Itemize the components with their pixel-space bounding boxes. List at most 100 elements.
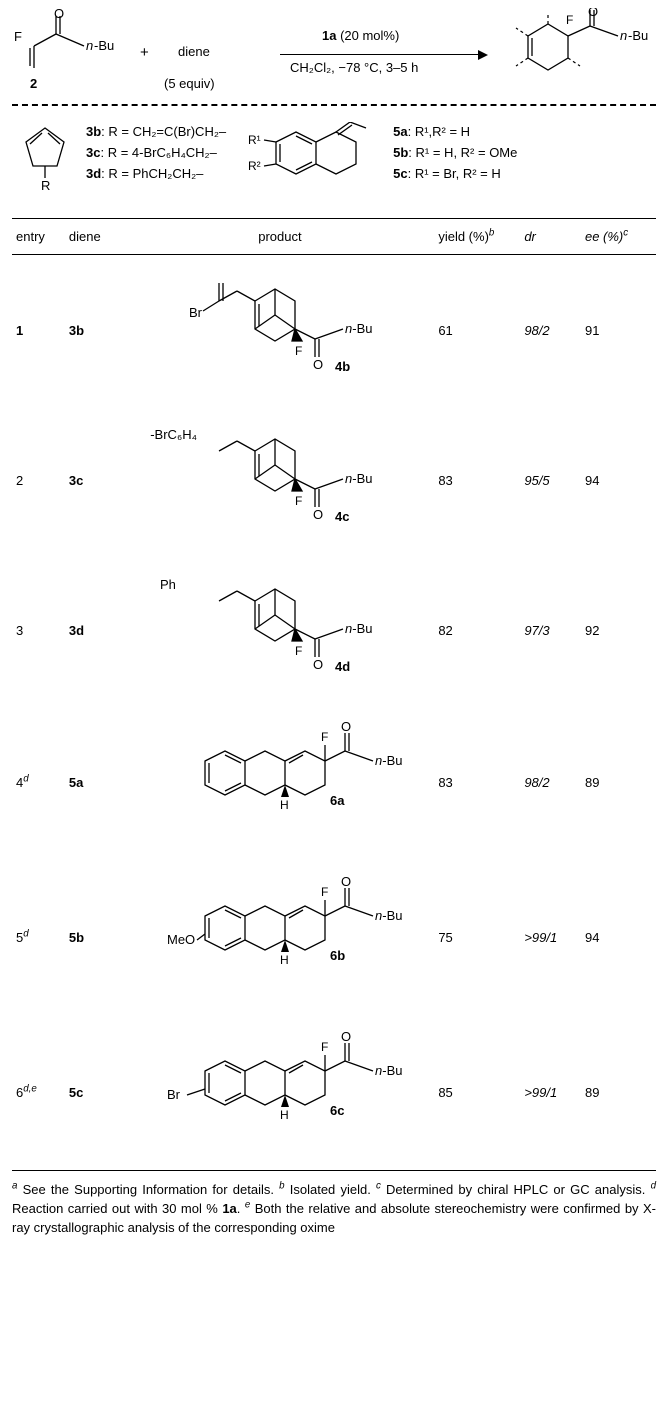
svg-text:n: n <box>86 38 93 53</box>
svg-text:F: F <box>321 885 328 899</box>
diene-definitions: R 3b: R = CH₂=C(Br)CH₂– 3c: R = 4-BrC₆H₄… <box>12 116 656 218</box>
cell-diene: 5c <box>65 1015 126 1171</box>
cell-ee: 94 <box>581 405 656 555</box>
cell-dr: 95/5 <box>520 405 581 555</box>
col-dr: dr <box>520 219 581 255</box>
cell-product: H F O n-Bu 6b MeO <box>126 860 435 1015</box>
dashed-separator <box>12 104 656 106</box>
cell-ee: 92 <box>581 555 656 705</box>
table-row: 4d 5a H F O n-Bu 6a <box>12 705 656 860</box>
svg-text:Ph: Ph <box>160 577 176 592</box>
diene-5-list: 5a: R¹,R² = H 5b: R¹ = H, R² = OMe 5c: R… <box>393 122 517 184</box>
product-structure: Ph F O n-Bu 4d <box>150 561 410 696</box>
cell-ee: 91 <box>581 255 656 406</box>
cell-yield: 83 <box>434 405 520 555</box>
col-diene: diene <box>65 219 126 255</box>
reaction-arrow <box>280 44 490 55</box>
svg-text:O: O <box>341 719 351 734</box>
svg-text:O: O <box>341 1029 351 1044</box>
svg-text:n-Bu: n-Bu <box>375 908 402 923</box>
product-structure: H F O n-Bu 6b MeO <box>150 866 410 1006</box>
col-entry: entry <box>12 219 65 255</box>
diene-3c-def: 3c: R = 4-BrC₆H₄CH₂– <box>86 143 226 164</box>
svg-text:n-Bu: n-Bu <box>375 1063 402 1078</box>
results-table: entry diene product yield (%)b dr ee (%)… <box>12 218 656 1171</box>
table-row: 3 3d Ph F O n-Bu 4d 82 97/3 <box>12 555 656 705</box>
cell-diene: 3b <box>65 255 126 406</box>
svg-text:O: O <box>313 357 323 372</box>
svg-text:Br: Br <box>189 305 203 320</box>
cell-entry: 6d,e <box>12 1015 65 1171</box>
conditions-top: 1a (20 mol%) <box>322 28 399 43</box>
svg-text:4c: 4c <box>335 509 349 524</box>
cell-yield: 75 <box>434 860 520 1015</box>
svg-text:F: F <box>321 730 328 744</box>
diene-3d-def: 3d: R = PhCH₂CH₂– <box>86 164 226 185</box>
svg-text:n-Bu: n-Bu <box>375 753 402 768</box>
product-structure: Br F O n-Bu 4b <box>150 261 410 396</box>
diene-3-list: 3b: R = CH₂=C(Br)CH₂– 3c: R = 4-BrC₆H₄CH… <box>86 122 226 184</box>
cell-ee: 89 <box>581 705 656 860</box>
cell-entry: 4d <box>12 705 65 860</box>
cell-dr: 98/2 <box>520 255 581 406</box>
svg-text:H: H <box>280 953 289 967</box>
cell-diene: 3c <box>65 405 126 555</box>
cell-yield: 83 <box>434 705 520 860</box>
cell-entry: 3 <box>12 555 65 705</box>
cell-diene: 5b <box>65 860 126 1015</box>
aryl-R1-label: R¹ <box>248 133 261 147</box>
svg-text:n: n <box>620 28 627 43</box>
cell-product: 4-BrC₆H₄ F O n-Bu 4c <box>126 405 435 555</box>
diene-5b-def: 5b: R¹ = H, R² = OMe <box>393 143 517 164</box>
svg-text:-Bu: -Bu <box>94 38 114 53</box>
product-structure: 4-BrC₆H₄ F O n-Bu 4c <box>150 411 410 546</box>
table-row: 2 3c 4-BrC₆H₄ F O n-Bu 4c 83 <box>12 405 656 555</box>
svg-text:4d: 4d <box>335 659 350 674</box>
conditions-bottom: CH₂Cl₂, −78 °C, 3–5 h <box>290 60 418 75</box>
table-row: 5d 5b H F O n-Bu 6b MeO <box>12 860 656 1015</box>
col-ee: ee (%)c <box>581 219 656 255</box>
svg-text:F: F <box>295 344 302 358</box>
product-structure: H F O n-Bu 6c Br <box>150 1021 410 1161</box>
svg-text:O: O <box>341 874 351 889</box>
cell-product: Ph F O n-Bu 4d <box>126 555 435 705</box>
scheme-header: F O n-Bu 2 + diene (5 equiv) 1a (20 mol%… <box>12 8 656 98</box>
cell-yield: 61 <box>434 255 520 406</box>
product-structure: H F O n-Bu 6a <box>150 711 410 851</box>
svg-text:F: F <box>321 1040 328 1054</box>
table-footnotes: a See the Supporting Information for det… <box>12 1181 656 1238</box>
cell-yield: 85 <box>434 1015 520 1171</box>
svg-text:O: O <box>313 657 323 672</box>
plus-sign: + <box>140 44 149 61</box>
col-yield: yield (%)b <box>434 219 520 255</box>
diene-equiv: (5 equiv) <box>164 76 215 91</box>
cell-yield: 82 <box>434 555 520 705</box>
svg-text:6b: 6b <box>330 948 345 963</box>
cell-dr: 98/2 <box>520 705 581 860</box>
cell-product: H F O n-Bu 6a <box>126 705 435 860</box>
cyclopentadiene-R: R <box>41 178 50 192</box>
diene-word: diene <box>178 44 210 59</box>
col-product: product <box>126 219 435 255</box>
reactant-label: 2 <box>30 76 37 91</box>
svg-text:O: O <box>54 8 64 21</box>
reactant-2-structure: F O n-Bu 2 <box>12 8 132 93</box>
svg-text:F: F <box>566 13 573 27</box>
cell-dr: 97/3 <box>520 555 581 705</box>
svg-text:H: H <box>280 1108 289 1122</box>
cell-diene: 5a <box>65 705 126 860</box>
svg-text:Br: Br <box>167 1087 181 1102</box>
svg-text:-Bu: -Bu <box>628 28 648 43</box>
svg-text:6a: 6a <box>330 793 345 808</box>
diene-3b-def: 3b: R = CH₂=C(Br)CH₂– <box>86 122 226 143</box>
svg-text:F: F <box>295 494 302 508</box>
svg-text:n-Bu: n-Bu <box>345 321 372 336</box>
cell-entry: 1 <box>12 255 65 406</box>
cyclopentadiene-structure: R <box>16 122 74 192</box>
cell-entry: 5d <box>12 860 65 1015</box>
svg-text:n-Bu: n-Bu <box>345 621 372 636</box>
cell-product: H F O n-Bu 6c Br <box>126 1015 435 1171</box>
product-structure: F O n-Bu <box>506 8 666 93</box>
aryl-diene-structure: R¹ R² <box>246 122 381 202</box>
cell-ee: 94 <box>581 860 656 1015</box>
